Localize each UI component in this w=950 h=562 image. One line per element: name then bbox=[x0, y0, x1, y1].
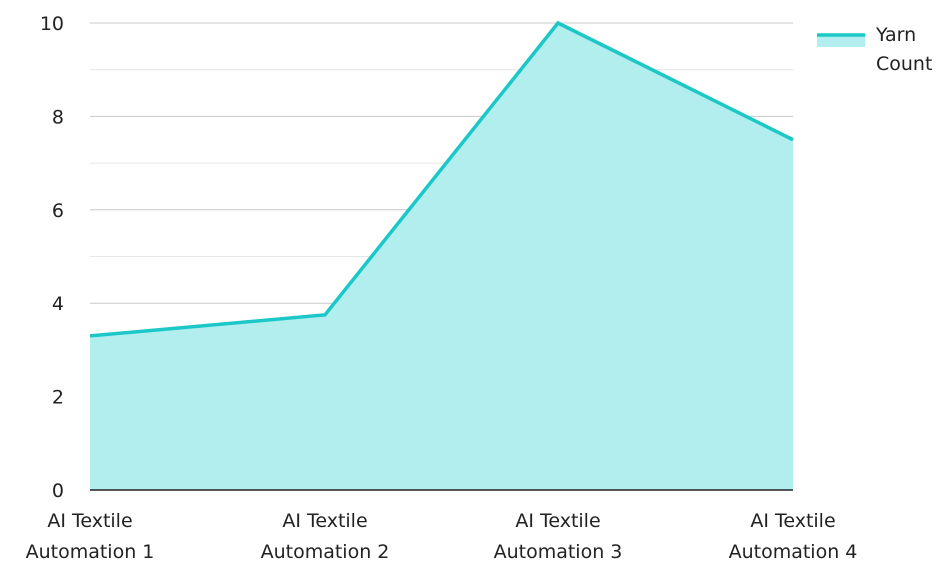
y-tick-label: 10 bbox=[40, 13, 64, 35]
x-tick-label-1: AI Textile Automation 1 bbox=[26, 510, 155, 562]
y-tick-label: 8 bbox=[52, 106, 64, 128]
legend-swatch-fill bbox=[817, 35, 865, 47]
x-tick-label-2: AI Textile Automation 2 bbox=[261, 510, 390, 562]
legend-label: Yarn Count bbox=[875, 24, 932, 75]
series-line bbox=[89, 20, 794, 338]
area-fill bbox=[90, 23, 793, 490]
x-tick-label-3: AI Textile Automation 3 bbox=[494, 510, 623, 562]
x-tick-label-4: AI Textile Automation 4 bbox=[729, 510, 858, 562]
y-tick-label: 2 bbox=[52, 387, 64, 409]
y-tick-label: 0 bbox=[52, 480, 64, 502]
legend: Yarn Count bbox=[817, 24, 932, 75]
tick-labels: 0 2 4 6 8 10 AI Textile Automation 1 AI Textile A… bbox=[26, 13, 858, 562]
y-tick-label: 4 bbox=[52, 293, 64, 315]
y-tick-label: 6 bbox=[52, 200, 64, 222]
series-area bbox=[89, 20, 794, 490]
